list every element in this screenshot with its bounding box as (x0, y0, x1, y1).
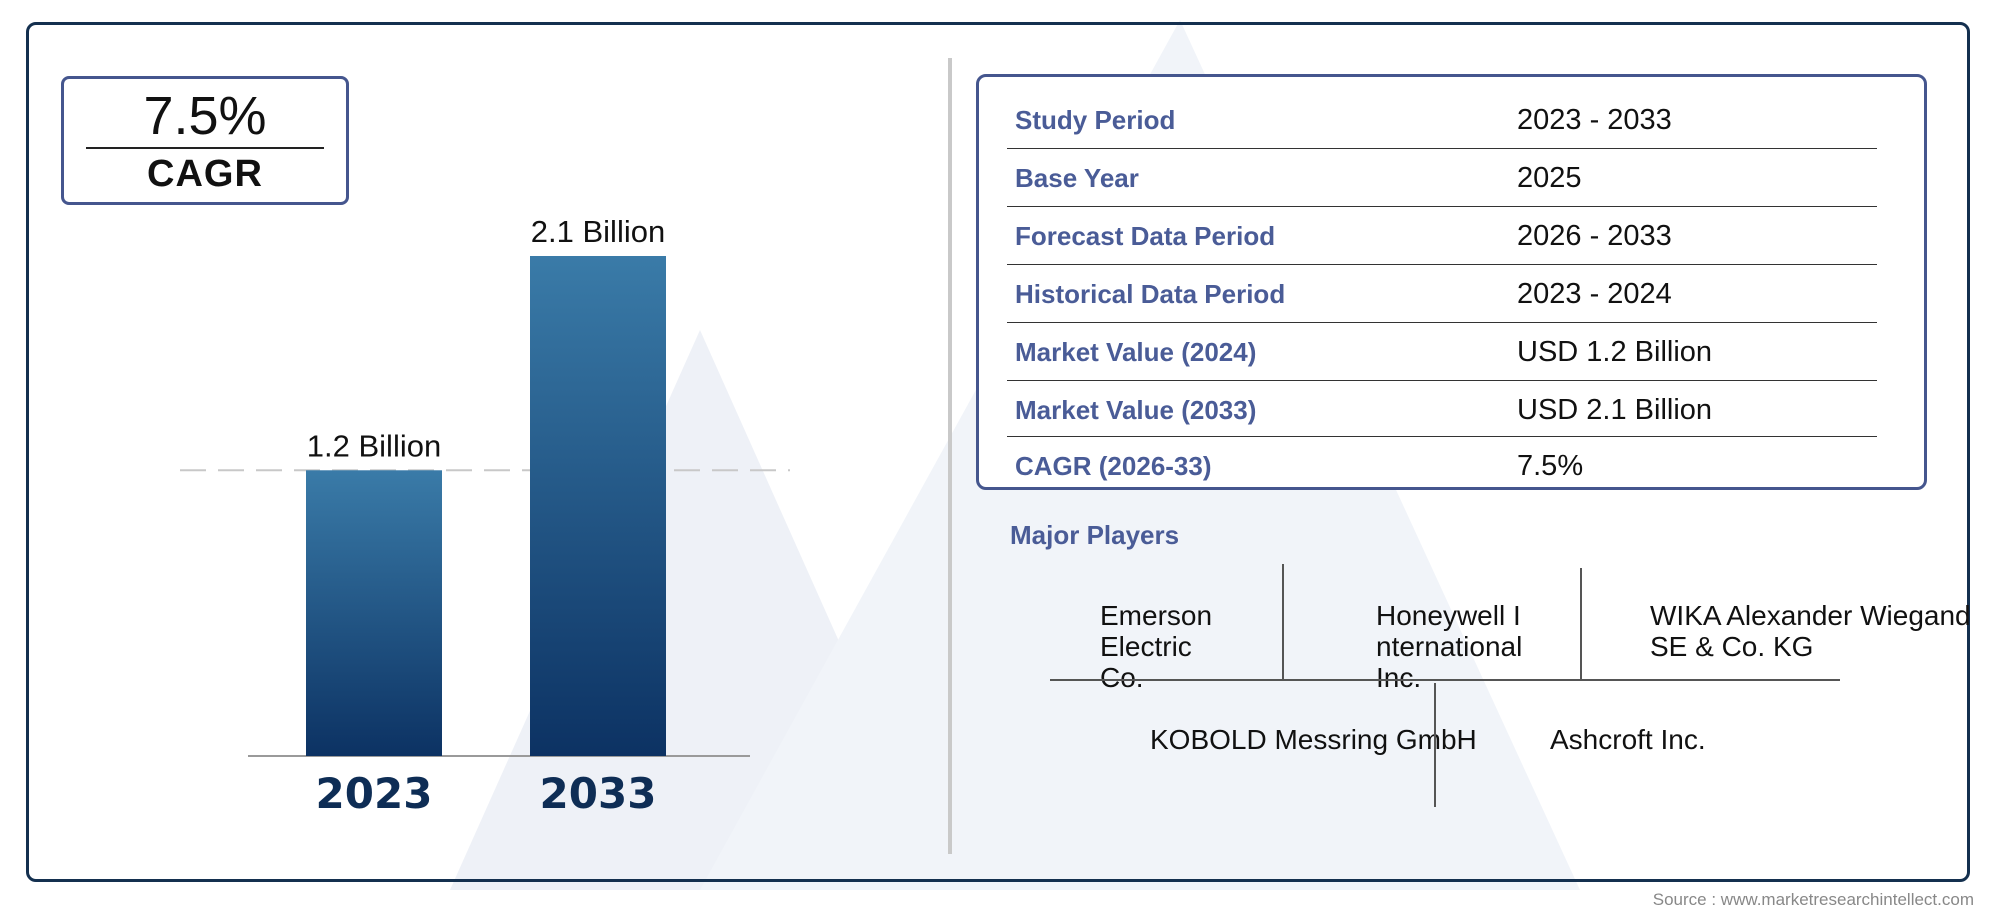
row-divider (1007, 147, 1877, 149)
x-tick-label: 2033 (540, 769, 657, 818)
row-value: 2023 - 2024 (1517, 278, 1672, 310)
players-divider-v1 (1282, 564, 1284, 680)
row-value: 2023 - 2033 (1517, 104, 1672, 136)
players-divider-h (1050, 679, 1840, 681)
x-tick-label: 2023 (316, 769, 433, 818)
row-value: 2026 - 2033 (1517, 220, 1672, 252)
row-label: Base Year (1015, 163, 1139, 193)
vertical-divider (948, 58, 952, 854)
row-value: USD 1.2 Billion (1517, 336, 1713, 368)
row-label: Market Value (2024) (1015, 337, 1257, 367)
row-divider (1007, 435, 1877, 437)
player-kobold: KOBOLD Messring GmbH (1150, 724, 1477, 755)
row-divider (1007, 379, 1877, 381)
row-divider (1007, 321, 1877, 323)
bar-2033 (530, 256, 666, 756)
player-honeywell: Honeywell International Inc. (1376, 600, 1523, 693)
table-row: Market Value (2033) USD 2.1 Billion (1007, 381, 1877, 437)
row-label: CAGR (2026-33) (1015, 451, 1212, 481)
row-label: Market Value (2033) (1015, 395, 1257, 425)
players-divider-v3 (1434, 683, 1436, 807)
row-value: USD 2.1 Billion (1517, 394, 1713, 426)
table-row: Study Period 2023 - 2033 (1007, 91, 1877, 149)
table-row: Forecast Data Period 2026 - 2033 (1007, 207, 1877, 265)
player-wika: WIKA Alexander Wiegand SE & Co. KG (1650, 600, 1971, 662)
cagr-box: 7.5% CAGR (61, 76, 349, 205)
bar-2023 (306, 470, 442, 756)
row-label: Historical Data Period (1015, 279, 1286, 309)
source-credit: Source : www.marketresearchintellect.com (1652, 890, 1974, 909)
bar-value-label: 1.2 Billion (307, 428, 441, 463)
row-value: 2025 (1517, 162, 1582, 194)
market-info-table: Study Period 2023 - 2033 Base Year 2025 Fore… (976, 74, 1927, 490)
row-label: Study Period (1015, 105, 1176, 135)
row-label: Forecast Data Period (1015, 221, 1276, 251)
cagr-label: CAGR (147, 153, 263, 195)
market-bar-chart: 1.2 Billion 2023 2.1 Billion 2033 (180, 214, 790, 818)
row-divider (1007, 263, 1877, 265)
row-value: 7.5% (1517, 450, 1584, 482)
table-row: Market Value (2024) USD 1.2 Billion (1007, 323, 1877, 381)
table-row: CAGR (2026-33) 7.5% (1007, 437, 1877, 495)
infographic-frame (26, 22, 1970, 882)
cagr-value: 7.5% (143, 86, 267, 146)
major-players-heading: Major Players (1010, 520, 1180, 550)
player-emerson: Emerson Electric Co. (1100, 600, 1213, 693)
row-divider (1007, 205, 1877, 207)
table-row: Base Year 2025 (1007, 149, 1877, 207)
player-ashcroft: Ashcroft Inc. (1550, 724, 1706, 755)
cagr-divider (86, 147, 324, 149)
table-row: Historical Data Period 2023 - 2024 (1007, 265, 1877, 323)
bar-value-label: 2.1 Billion (531, 214, 665, 249)
players-divider-v2 (1580, 568, 1582, 680)
